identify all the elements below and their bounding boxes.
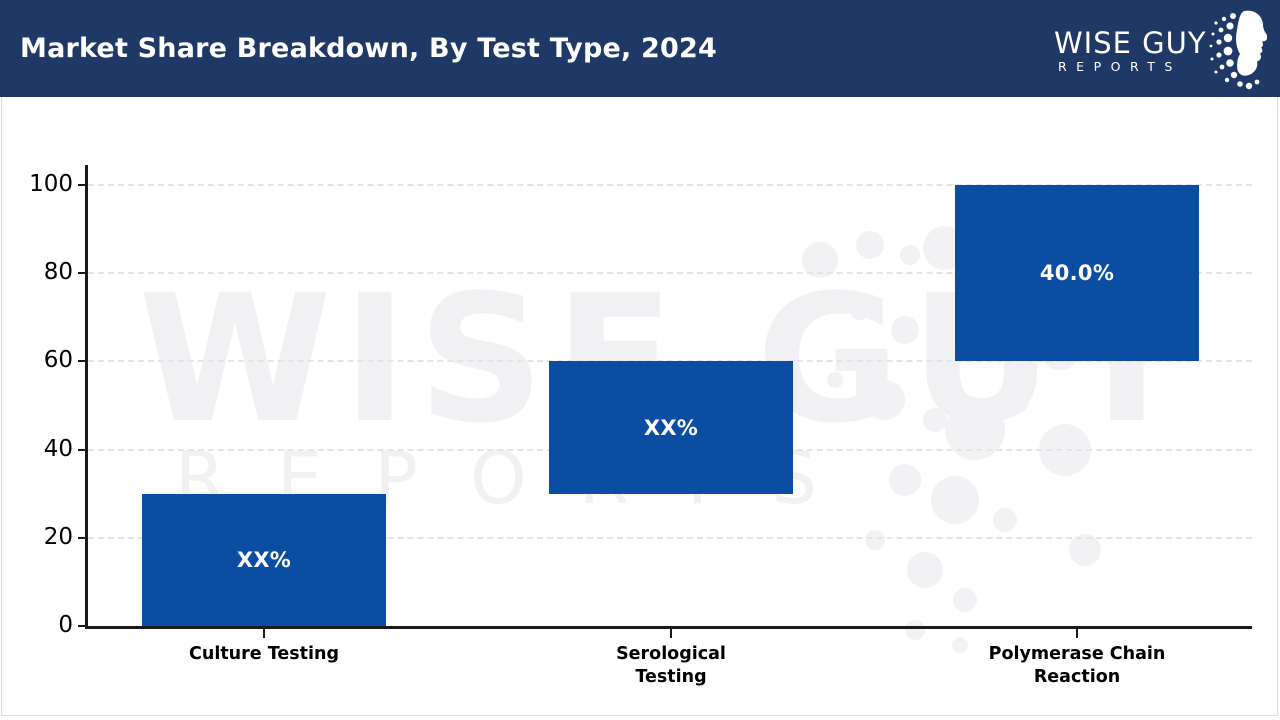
y-tick-label-40: 40	[43, 435, 73, 462]
plot-area: 0 20 40 60 80 100 XX% Culture Testing XX% Serolog…	[0, 97, 1280, 717]
bar-value-label: XX%	[236, 547, 292, 572]
category-label-line: Polymerase Chain	[988, 644, 1166, 664]
x-tick-2	[1076, 629, 1078, 638]
category-label-line: Serological	[616, 644, 726, 664]
bar-value-label: 40.0%	[1039, 261, 1115, 286]
y-tick-40	[78, 448, 87, 451]
bar-1: XX%	[549, 361, 793, 494]
y-tick-label-0: 0	[58, 612, 73, 638]
x-axis-line	[85, 626, 1252, 629]
x-tick-1	[670, 629, 672, 638]
header-band: Market Share Breakdown, By Test Type, 20…	[0, 0, 1280, 97]
y-tick-20	[78, 536, 87, 539]
bar-0: XX%	[142, 493, 386, 626]
bar-2: 40.0%	[955, 185, 1199, 362]
wise-guy-reports-logo: WISE GUY REPORTS	[1018, 6, 1268, 92]
y-tick-100	[78, 184, 87, 186]
page-title: Market Share Breakdown, By Test Type, 20…	[20, 33, 718, 64]
y-tick-label-80: 80	[43, 259, 73, 286]
logo-brand-text: WISE GUY	[1054, 26, 1207, 60]
category-label-0: Culture Testing	[104, 643, 424, 666]
category-label-line: Culture Testing	[189, 644, 339, 664]
category-label-2: Polymerase Chain Reaction	[917, 643, 1237, 689]
gridline-20	[88, 536, 1252, 539]
y-tick-label-60: 60	[43, 347, 73, 374]
gridline-100	[88, 184, 1252, 186]
dotted-head-icon	[1209, 10, 1267, 90]
y-axis-line	[85, 165, 88, 629]
y-tick-label-100: 100	[29, 171, 73, 197]
logo-brand-subtext: REPORTS	[1058, 59, 1182, 74]
category-label-line: Reaction	[1033, 666, 1121, 687]
bar-value-label: XX%	[643, 415, 699, 440]
y-tick-0	[78, 625, 87, 627]
category-label-1: Serological Testing	[511, 643, 831, 689]
y-tick-label-20: 20	[43, 523, 73, 550]
x-tick-0	[263, 629, 265, 638]
y-tick-60	[78, 360, 87, 363]
y-tick-80	[78, 272, 87, 275]
gridline-80	[88, 272, 1252, 275]
category-label-line: Testing	[635, 666, 707, 687]
